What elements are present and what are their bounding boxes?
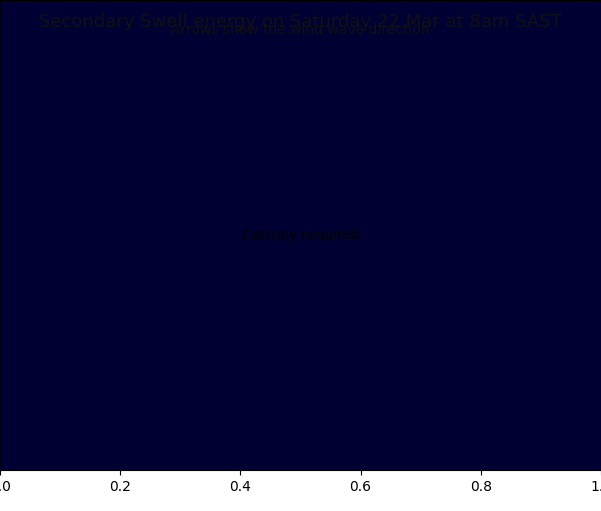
Text: Cartopy required: Cartopy required bbox=[242, 228, 359, 242]
Text: Secondary Swell energy on Saturday 22 Mar at 8am SAST: Secondary Swell energy on Saturday 22 Ma… bbox=[39, 13, 562, 31]
Text: Arrows show the wind wave direction: Arrows show the wind wave direction bbox=[171, 23, 430, 37]
